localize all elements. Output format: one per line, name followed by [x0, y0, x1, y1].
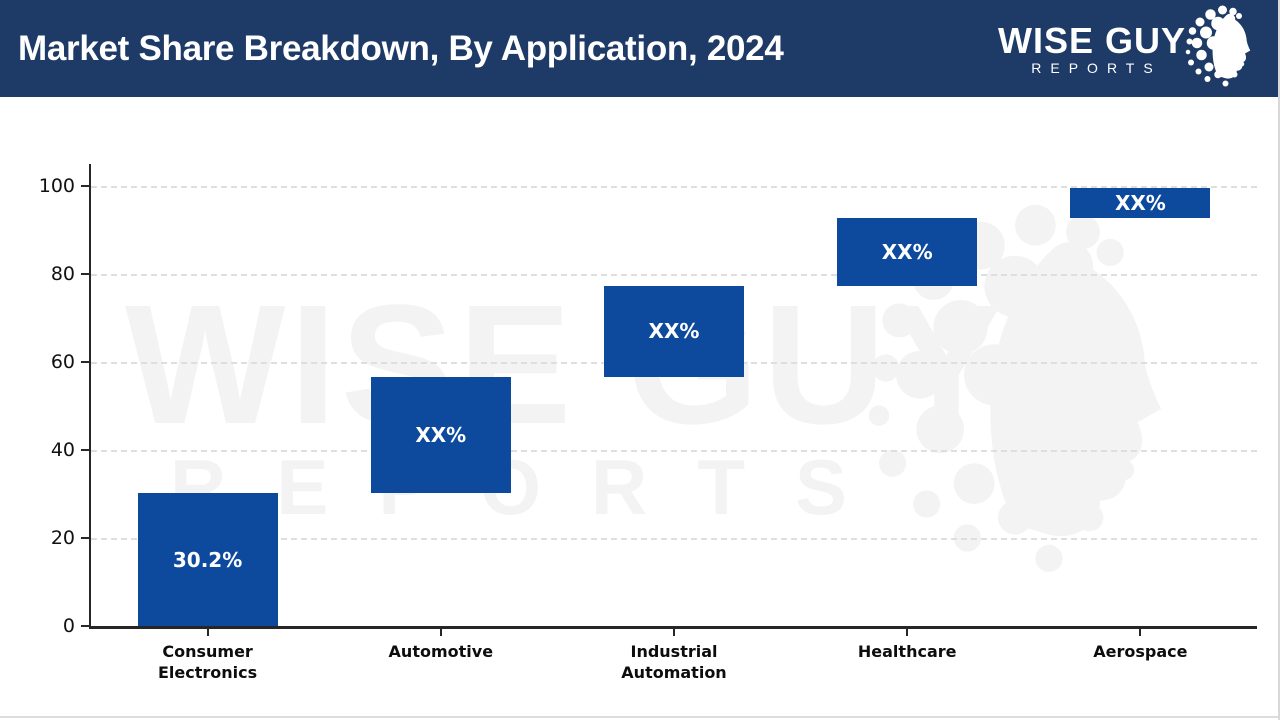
bar-value-label: XX% [648, 319, 700, 344]
category-label: Industrial Automation [621, 642, 727, 682]
y-tick-label: 20 [50, 527, 75, 549]
bar-healthcare: XX% [837, 218, 978, 286]
brand-logo: WISE GUY REPORTS [998, 4, 1256, 94]
brand-name: WISE GUY [997, 19, 1186, 61]
bar-consumer-electronics: 30.2% [137, 493, 278, 626]
y-tick-label: 80 [50, 263, 75, 285]
y-tick-label: 40 [50, 439, 75, 461]
gridline-80 [91, 274, 1257, 276]
y-tick-mark [81, 449, 91, 451]
header-bar: Market Share Breakdown, By Application, … [0, 0, 1278, 97]
chart-area: WISE GUY REPORTS 0 20 40 60 80 100 30.2% Consum… [0, 97, 1278, 720]
gridline-20 [91, 538, 1257, 540]
y-tick-label: 0 [62, 615, 75, 637]
x-tick-mark [439, 629, 442, 636]
y-tick-label: 60 [50, 351, 75, 373]
brand-logo-text: WISE GUY REPORTS [997, 19, 1186, 76]
category-label: Consumer Electronics [158, 642, 258, 682]
x-tick-mark [206, 629, 209, 636]
page-title: Market Share Breakdown, By Application, … [18, 28, 784, 68]
y-tick-mark [81, 537, 91, 539]
bar-industrial-automation: XX% [604, 285, 744, 377]
y-tick-mark [81, 625, 91, 627]
x-tick-mark [1139, 629, 1142, 636]
gridline-40 [91, 450, 1257, 452]
y-tick-mark [81, 185, 91, 187]
bar-aerospace: XX% [1070, 188, 1211, 219]
y-tick-label: 100 [38, 175, 75, 197]
brand-subname: REPORTS [1031, 59, 1162, 76]
y-tick-mark [81, 273, 91, 275]
category-label: Automotive [388, 642, 494, 661]
bar-value-label: 30.2% [172, 547, 243, 572]
y-tick-mark [81, 361, 91, 363]
brand-head-icon [1185, 5, 1251, 86]
gridline-100 [91, 186, 1257, 188]
category-label: Healthcare [857, 642, 957, 661]
category-label: Aerospace [1093, 642, 1188, 661]
bar-value-label: XX% [1114, 191, 1166, 216]
bar-automotive: XX% [370, 376, 511, 494]
x-tick-mark [906, 629, 909, 636]
x-tick-mark [673, 629, 675, 636]
bar-value-label: XX% [415, 423, 467, 448]
plot-area: 0 20 40 60 80 100 30.2% Consumer Electronics XX%… [39, 164, 1257, 682]
bar-value-label: XX% [881, 239, 933, 264]
